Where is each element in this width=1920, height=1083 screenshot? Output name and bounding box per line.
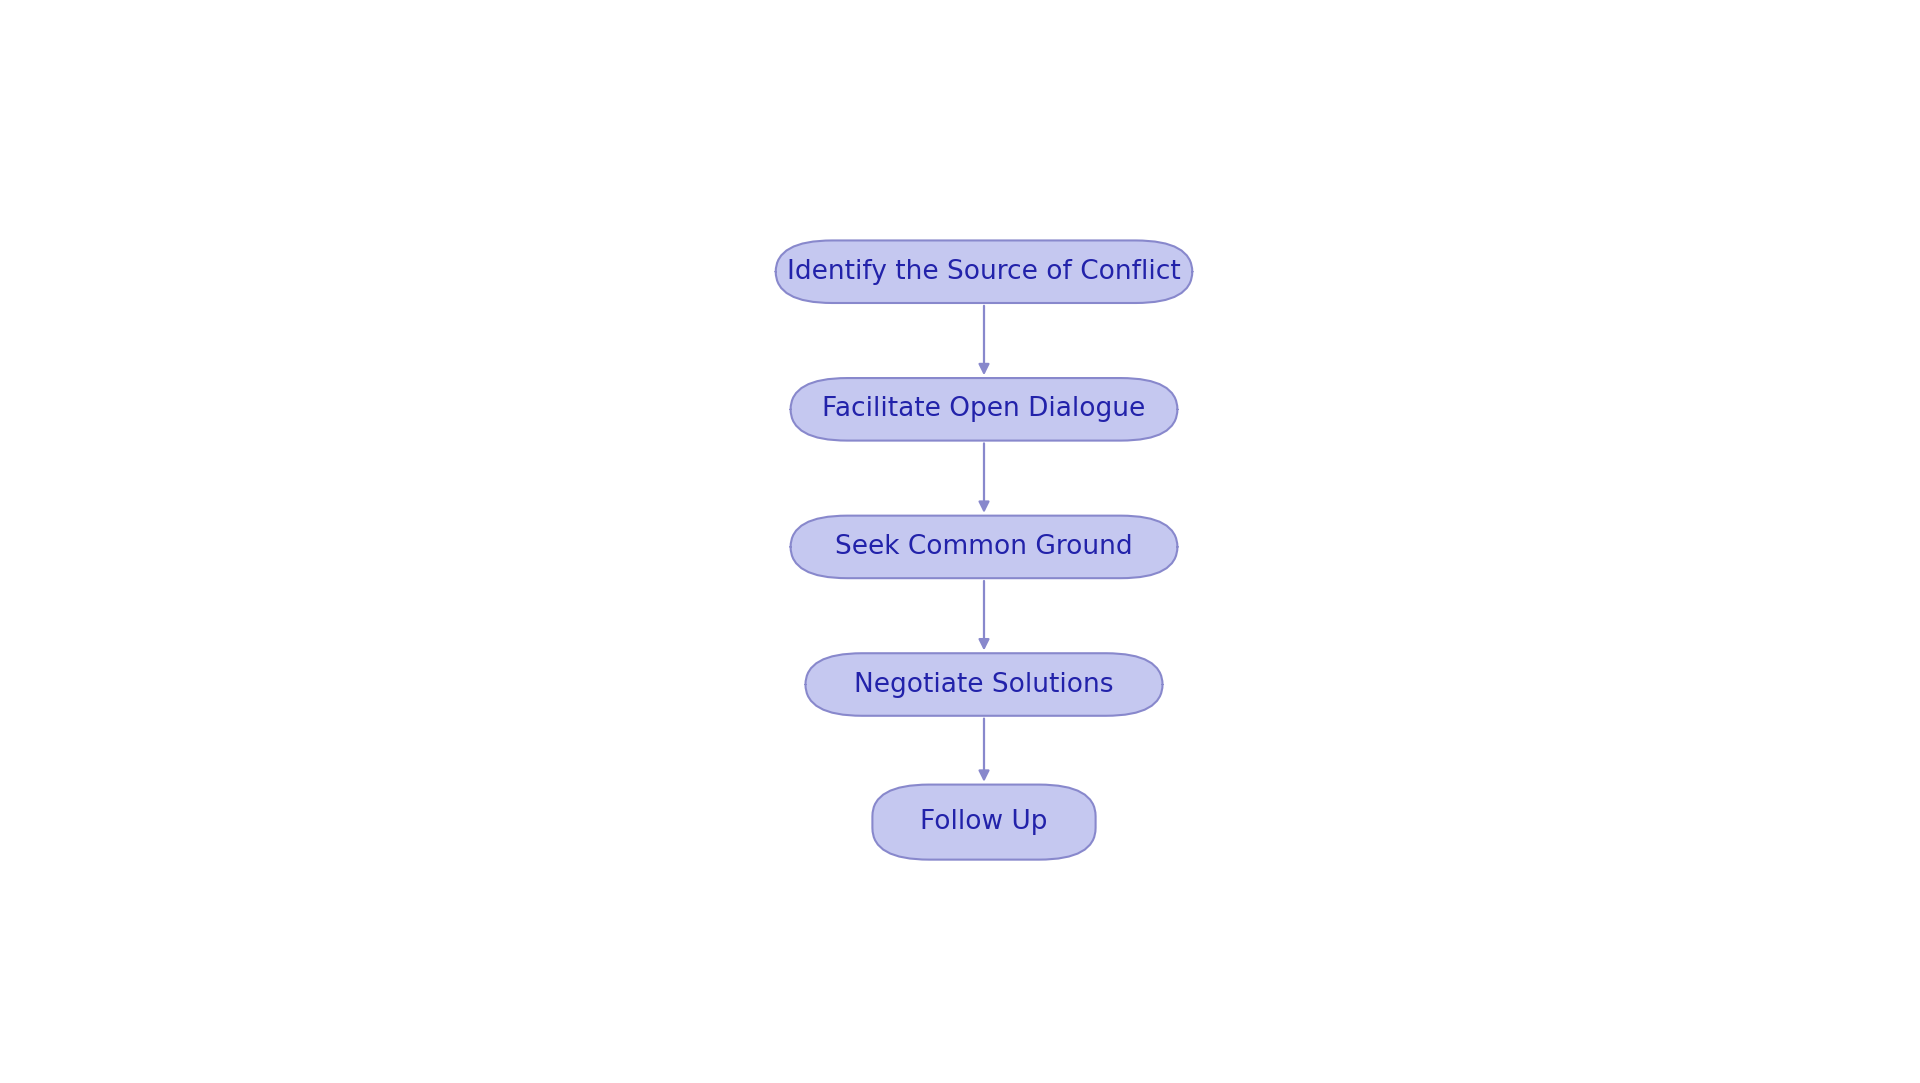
Text: Facilitate Open Dialogue: Facilitate Open Dialogue (822, 396, 1146, 422)
Text: Follow Up: Follow Up (920, 809, 1048, 835)
FancyBboxPatch shape (872, 784, 1096, 860)
Text: Negotiate Solutions: Negotiate Solutions (854, 671, 1114, 697)
FancyBboxPatch shape (791, 378, 1177, 441)
FancyBboxPatch shape (776, 240, 1192, 303)
Text: Identify the Source of Conflict: Identify the Source of Conflict (787, 259, 1181, 285)
Text: Seek Common Ground: Seek Common Ground (835, 534, 1133, 560)
FancyBboxPatch shape (791, 516, 1177, 578)
FancyBboxPatch shape (806, 653, 1162, 716)
